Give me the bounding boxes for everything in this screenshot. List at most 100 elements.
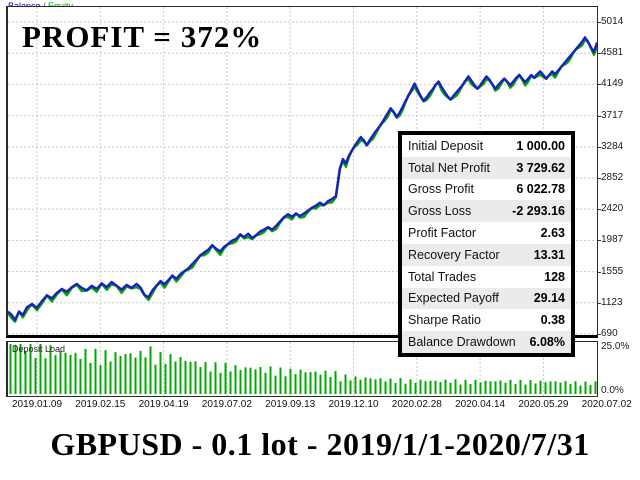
stats-row: Gross Profit 6 022.78 [402,178,571,201]
deposit-load-title: Deposit Load [12,344,66,354]
y-axis-tick [597,115,601,117]
stats-row: Balance Drawdown 6.08% [402,331,571,353]
deposit-load-bar [174,361,177,394]
deposit-load-bar [444,379,447,394]
deposit-load-bar [439,382,442,394]
deposit-load-bar [364,377,367,394]
deposit-load-bar [104,350,107,394]
stats-label: Gross Loss [408,204,472,219]
deposit-load-bar [509,379,512,394]
deposit-load-bar [209,371,212,394]
deposit-load-bar [519,379,522,394]
stats-value: 29.14 [533,291,565,306]
y-axis-tick [597,240,601,242]
deposit-load-bar [269,366,272,394]
deposit-load-bar [289,368,292,394]
deposit-load-canvas [9,342,597,396]
deposit-load-bar [399,378,402,394]
stats-row: Total Trades 128 [402,265,571,288]
y-axis-label: 2420 [601,203,624,215]
y-axis-label: 1555 [601,265,624,277]
y-axis-label: 690 [601,328,618,339]
stats-value: 3 729.62 [516,160,565,175]
stats-value: 128 [544,269,565,284]
deposit-load-bar [524,384,527,394]
deposit-load-bar [109,361,112,394]
deposit-load-bar [214,362,217,394]
stats-table: Initial Deposit 1 000.00 Total Net Profit 3… [398,131,575,357]
balance-line [8,36,597,322]
deposit-load-bar [119,355,122,394]
deposit-load-bar [514,384,517,394]
deposit-load-bar [529,380,532,394]
x-axis-label: 2019.02.15 [75,399,126,410]
deposit-load-bar [329,376,332,394]
deposit-load-bar [344,374,347,394]
deposit-load-bar [379,378,382,394]
y-axis-tick [597,334,601,335]
deposit-load-bar [39,344,42,394]
deposit-load-bar [539,380,542,394]
stats-value: 1 000.00 [516,138,565,153]
deposit-load-bar [34,358,37,394]
deposit-load-bar [274,375,277,394]
y-axis-tick [597,178,601,179]
deposit-load-bar [254,369,257,394]
deposit-load-bar [69,354,72,394]
y-axis-tick [597,146,601,148]
deposit-load-bar [264,372,267,394]
deposit-load-bar [389,378,392,394]
stats-row: Expected Payoff 29.14 [402,287,571,310]
deposit-load-bar [414,382,417,394]
deposit-load-bar [449,382,452,394]
y-axis-label: 1123 [601,296,623,308]
stats-row: Recovery Factor 13.31 [402,243,571,266]
deposit-load-bar [339,381,342,394]
stats-value: 2.63 [540,226,565,241]
deposit-load-bar [334,371,337,394]
deposit-load-bar [199,367,202,394]
deposit-load-bar [189,361,192,394]
deposit-load-bar [54,355,57,394]
stats-row: Sharpe Ratio 0.38 [402,309,571,332]
deposit-load-bar [24,350,27,394]
deposit-load-bar [409,379,412,394]
deposit-load-bar [384,381,387,394]
deposit-load-bar [454,379,457,394]
deposit-load-bar [354,376,357,394]
deposit-load-bar [94,348,97,394]
deposit-load-bar [229,371,232,394]
deposit-load-bar [504,382,507,394]
stats-value: 13.31 [533,247,565,262]
x-axis-label: 2020.02.28 [391,399,442,410]
deposit-load-bar [79,358,82,394]
deposit-load-bar [239,370,242,394]
deposit-load-bar [374,379,377,394]
deposit-load-bar [99,365,102,394]
deposit-load-bar [549,381,552,394]
deposit-load-bar [134,357,137,394]
deposit-load-bar [219,372,222,394]
y-axis-tick [597,302,601,304]
deposit-load-bar [204,362,207,394]
deposit-load-bar [394,382,397,394]
x-axis-label: 2019.01.09 [11,399,63,410]
deposit-load-bar [194,361,197,394]
stats-value: 0.38 [540,313,565,328]
profit-annotation: PROFIT = 372% [22,19,263,54]
deposit-load-bar [139,350,142,394]
y-axis-label: 3717 [601,109,624,121]
deposit-load-bar [484,380,487,394]
deposit-load-bar [499,380,502,394]
report-caption: GBPUSD - 0.1 lot - 2019/1/1-2020/7/31 [50,426,590,462]
deposit-load-bar [124,354,127,394]
deposit-load-bar [574,381,577,394]
deposit-load-bar [154,364,157,394]
deposit-load-bar [149,346,152,394]
deposit-load-bar [594,381,597,394]
deposit-load-bar [244,367,247,394]
x-axis-label: 2020.05.29 [518,399,569,410]
deposit-load-bar [159,352,162,394]
stats-value: 6 022.78 [516,182,565,197]
